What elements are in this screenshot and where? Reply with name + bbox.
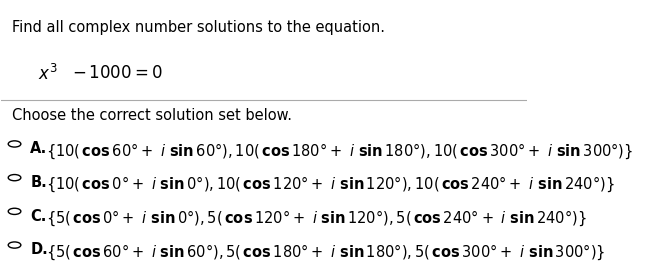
Text: A.: A. [30,141,48,156]
Text: $\{5(\,\mathbf{cos}\,0°+\,\,i\,\,\mathbf{sin}\,0°),5(\,\mathbf{cos}\,120°+\,\,i\: $\{5(\,\mathbf{cos}\,0°+\,\,i\,\,\mathbf… [46,209,587,228]
Text: $-\,1000 = 0$: $-\,1000 = 0$ [72,64,163,82]
Text: Choose the correct solution set below.: Choose the correct solution set below. [12,108,292,123]
Text: $\{5(\,\mathbf{cos}\,60°+\,\,i\,\,\mathbf{sin}\,60°),5(\,\mathbf{cos}\,180°+\,\,: $\{5(\,\mathbf{cos}\,60°+\,\,i\,\,\mathb… [46,242,605,262]
Text: B.: B. [30,175,47,190]
Text: Find all complex number solutions to the equation.: Find all complex number solutions to the… [12,19,385,34]
Text: C.: C. [30,209,47,224]
Text: D.: D. [30,242,48,257]
Text: $x^3$: $x^3$ [39,64,57,84]
Text: $\{10(\,\mathbf{cos}\,0°+\,\,i\,\,\mathbf{sin}\,0°),10(\,\mathbf{cos}\,120°+\,\,: $\{10(\,\mathbf{cos}\,0°+\,\,i\,\,\mathb… [46,175,614,194]
Text: $\{10(\,\mathbf{cos}\,60°+\,\,i\,\,\mathbf{sin}\,60°),10(\,\mathbf{cos}\,180°+\,: $\{10(\,\mathbf{cos}\,60°+\,\,i\,\,\math… [46,141,633,161]
